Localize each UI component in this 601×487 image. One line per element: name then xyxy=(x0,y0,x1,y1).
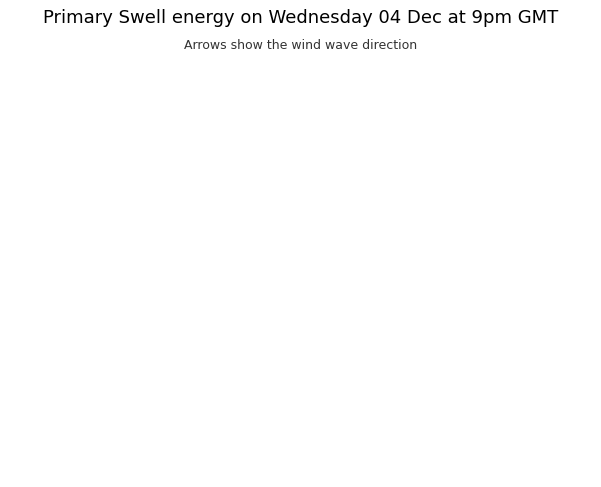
Text: Arrows show the wind wave direction: Arrows show the wind wave direction xyxy=(184,39,417,53)
Text: Primary Swell energy on Wednesday 04 Dec at 9pm GMT: Primary Swell energy on Wednesday 04 Dec… xyxy=(43,9,558,27)
